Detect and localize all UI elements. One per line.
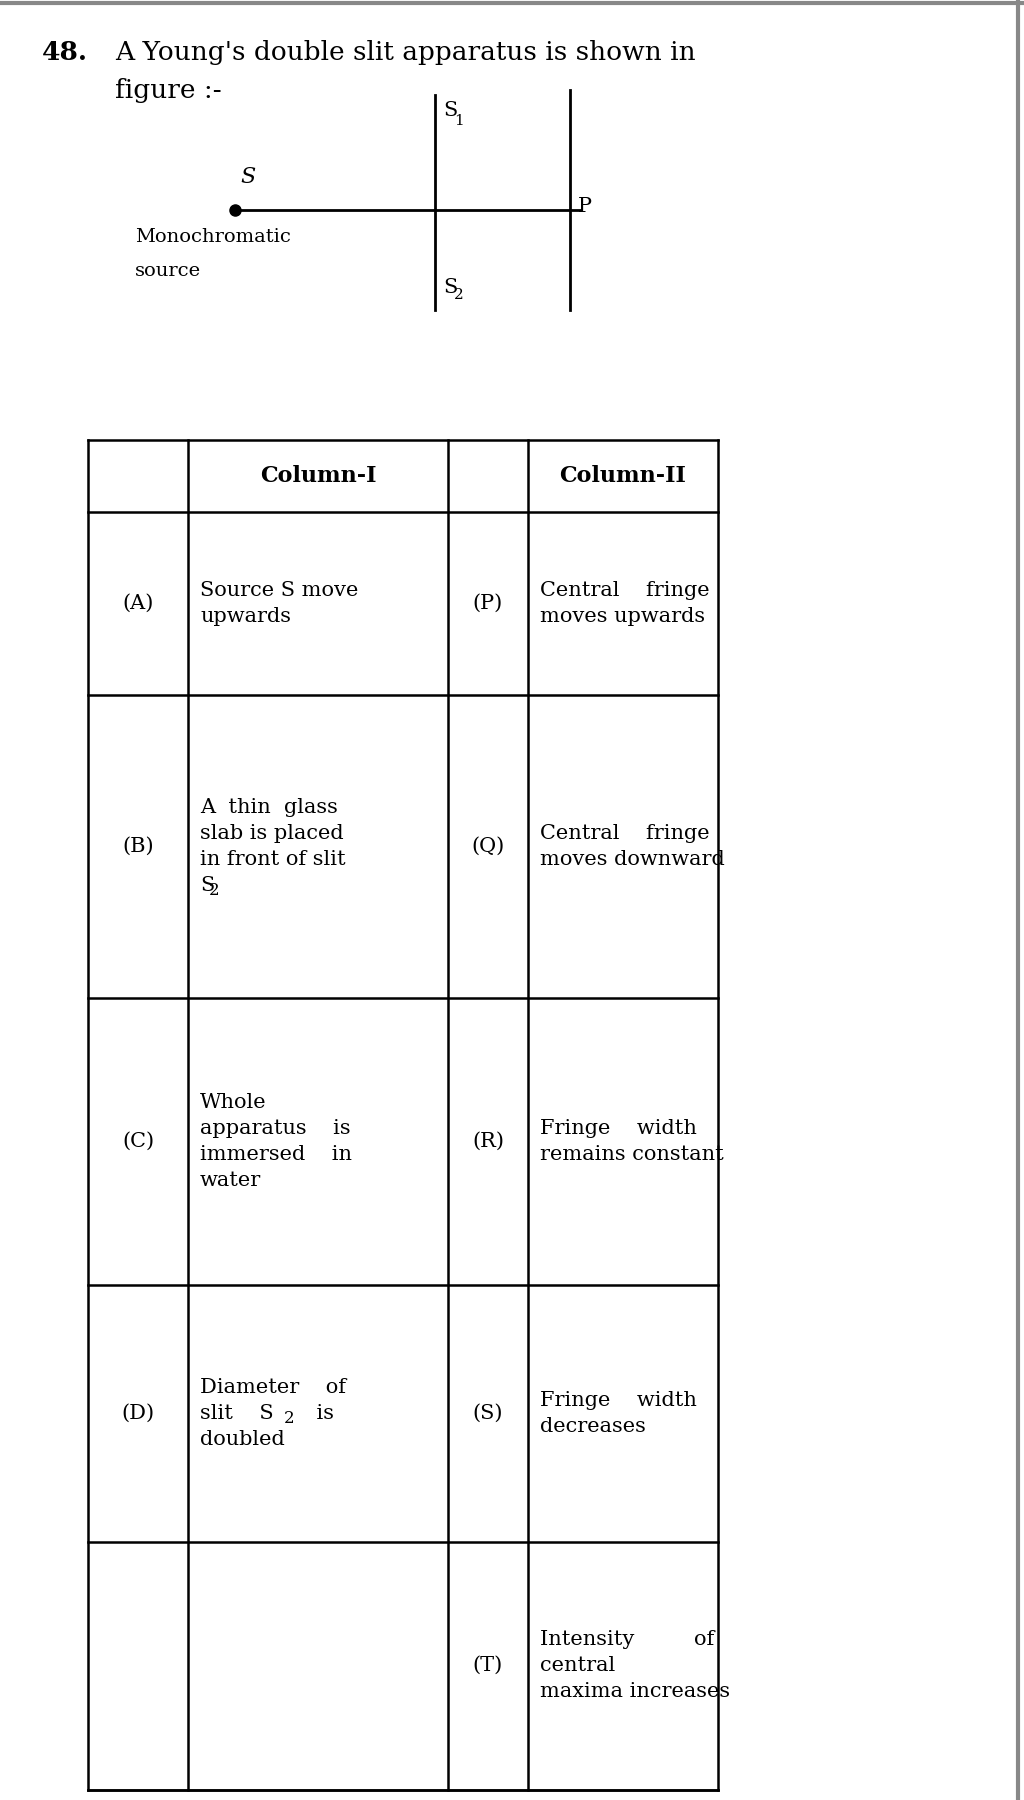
Text: (Q): (Q) <box>471 837 505 857</box>
Text: Central    fringe: Central fringe <box>540 581 710 599</box>
Text: Column-II: Column-II <box>559 464 686 488</box>
Text: (T): (T) <box>473 1656 503 1676</box>
Text: 1: 1 <box>454 113 464 128</box>
Text: A  thin  glass: A thin glass <box>200 797 338 817</box>
Text: S: S <box>443 277 458 297</box>
Text: S: S <box>240 166 255 187</box>
Text: doubled: doubled <box>200 1429 285 1449</box>
Text: S: S <box>443 101 458 121</box>
Text: slit    S: slit S <box>200 1404 273 1424</box>
Text: remains constant: remains constant <box>540 1145 724 1165</box>
Text: A Young's double slit apparatus is shown in: A Young's double slit apparatus is shown… <box>115 40 695 65</box>
Text: 2: 2 <box>454 288 464 302</box>
Text: immersed    in: immersed in <box>200 1145 352 1165</box>
Text: P: P <box>578 196 592 216</box>
Text: (S): (S) <box>473 1404 503 1424</box>
Text: upwards: upwards <box>200 607 291 626</box>
Text: Diameter    of: Diameter of <box>200 1379 346 1397</box>
Text: 48.: 48. <box>42 40 88 65</box>
Text: (D): (D) <box>122 1404 155 1424</box>
Text: decreases: decreases <box>540 1417 646 1436</box>
Text: apparatus    is: apparatus is <box>200 1120 350 1138</box>
Text: moves upwards: moves upwards <box>540 607 706 626</box>
Text: Column-I: Column-I <box>260 464 376 488</box>
Text: central: central <box>540 1656 615 1676</box>
Text: S: S <box>200 877 214 895</box>
Text: is: is <box>291 1404 335 1424</box>
Text: Monochromatic: Monochromatic <box>135 229 291 247</box>
Text: maxima increases: maxima increases <box>540 1683 730 1701</box>
Text: Source S move: Source S move <box>200 581 358 599</box>
Text: figure :-: figure :- <box>115 77 221 103</box>
Text: slab is placed: slab is placed <box>200 824 344 842</box>
Text: source: source <box>135 263 201 281</box>
Text: (B): (B) <box>122 837 154 857</box>
Text: in front of slit: in front of slit <box>200 850 346 869</box>
Text: Central    fringe: Central fringe <box>540 824 710 842</box>
Text: Fringe    width: Fringe width <box>540 1120 697 1138</box>
Text: Whole: Whole <box>200 1093 266 1112</box>
Text: 2: 2 <box>209 882 220 900</box>
Text: (A): (A) <box>122 594 154 614</box>
Text: (R): (R) <box>472 1132 504 1152</box>
Text: Fringe    width: Fringe width <box>540 1391 697 1409</box>
Text: Intensity         of: Intensity of <box>540 1631 715 1649</box>
Text: moves downward: moves downward <box>540 850 725 869</box>
Text: (P): (P) <box>473 594 503 614</box>
Text: (C): (C) <box>122 1132 154 1152</box>
Text: 2: 2 <box>284 1409 294 1427</box>
Text: water: water <box>200 1172 261 1190</box>
